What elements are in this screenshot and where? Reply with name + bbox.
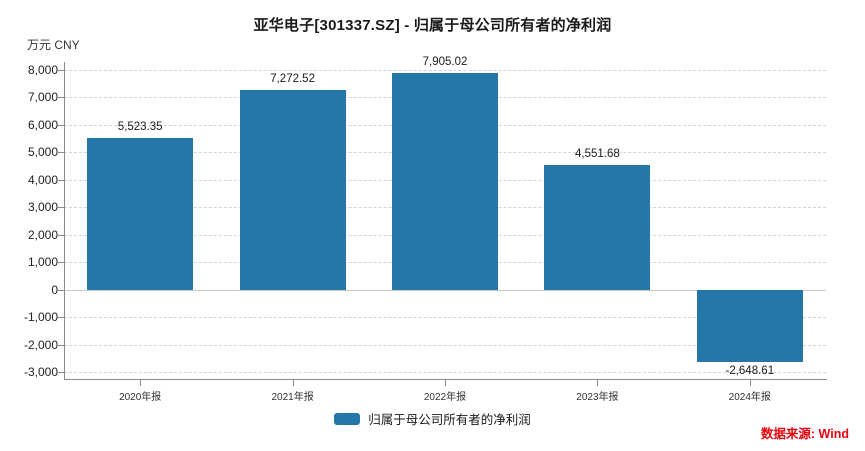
y-tick-mark [58, 124, 64, 126]
y-tick-mark [58, 207, 64, 209]
y-axis-unit-label: 万元 CNY [27, 38, 80, 52]
y-tick-mark [58, 97, 64, 99]
y-tick-mark [58, 317, 64, 319]
bar[interactable] [696, 289, 803, 363]
y-tick-label: -1,000 [23, 310, 58, 325]
y-axis-line [64, 62, 65, 380]
y-tick-mark [58, 179, 64, 181]
x-category-label: 2023年报 [576, 392, 619, 403]
y-tick-mark [58, 344, 64, 346]
y-tick-label: 2,000 [27, 227, 58, 242]
x-tick-mark [749, 379, 751, 386]
y-tick-label: 8,000 [27, 63, 58, 77]
x-tick-mark [140, 379, 142, 386]
x-category-label: 2020年报 [119, 392, 162, 403]
bar-value-label: 7,905.02 [422, 55, 468, 68]
plot-area: 5,523.35 7,272.52 7,905.02 4,551.68 -2,648.6… [58, 56, 826, 377]
zero-gridline [64, 289, 826, 291]
bar-value-label: -2,648.61 [725, 365, 775, 378]
data-source-note: 数据来源: Wind [760, 427, 849, 441]
y-tick-mark [58, 372, 64, 373]
gridline [64, 317, 826, 319]
x-tick-mark [445, 379, 446, 386]
y-tick-mark [58, 262, 64, 264]
bar[interactable] [392, 72, 498, 290]
x-category-label: 2021年报 [271, 392, 314, 403]
x-tick-mark [292, 379, 294, 386]
y-tick-label: 1,000 [27, 255, 58, 270]
legend-label[interactable]: 归属于母公司所有者的净利润 [368, 413, 531, 427]
chart-legend: 归属于母公司所有者的净利润 [0, 409, 865, 428]
bar-value-label: 5,523.35 [117, 120, 163, 133]
y-tick-label: -3,000 [23, 365, 58, 379]
y-tick-label: -2,000 [23, 337, 58, 352]
y-tick-label: 3,000 [27, 200, 58, 215]
y-tick-label: 0 [51, 282, 58, 297]
y-tick-label: 6,000 [27, 117, 58, 132]
x-tick-mark [597, 379, 599, 386]
y-tick-label: 5,000 [27, 145, 58, 160]
x-category-label: 2024年报 [728, 392, 771, 403]
chart-title: 亚华电子[301337.SZ] - 归属于母公司所有者的净利润 [253, 17, 612, 34]
gridline [64, 70, 826, 71]
bar[interactable] [87, 137, 194, 290]
gridline [64, 344, 826, 346]
bar[interactable] [239, 89, 346, 290]
y-tick-mark [58, 152, 64, 154]
y-tick-mark [58, 289, 64, 291]
bar-value-label: 4,551.68 [575, 147, 620, 160]
y-tick-mark [58, 234, 64, 236]
y-tick-mark [58, 70, 64, 71]
gridline [64, 372, 826, 373]
bar[interactable] [544, 164, 651, 290]
y-tick-label: 7,000 [27, 90, 58, 105]
x-category-label: 2022年报 [423, 392, 467, 403]
legend-swatch[interactable] [334, 412, 361, 425]
y-tick-label: 4,000 [27, 172, 58, 187]
bar-value-label: 7,272.52 [270, 72, 315, 85]
y-axis-tick-labels: 8,000 7,000 6,000 5,000 4,000 3,000 2,000 1,000… [0, 63, 58, 379]
